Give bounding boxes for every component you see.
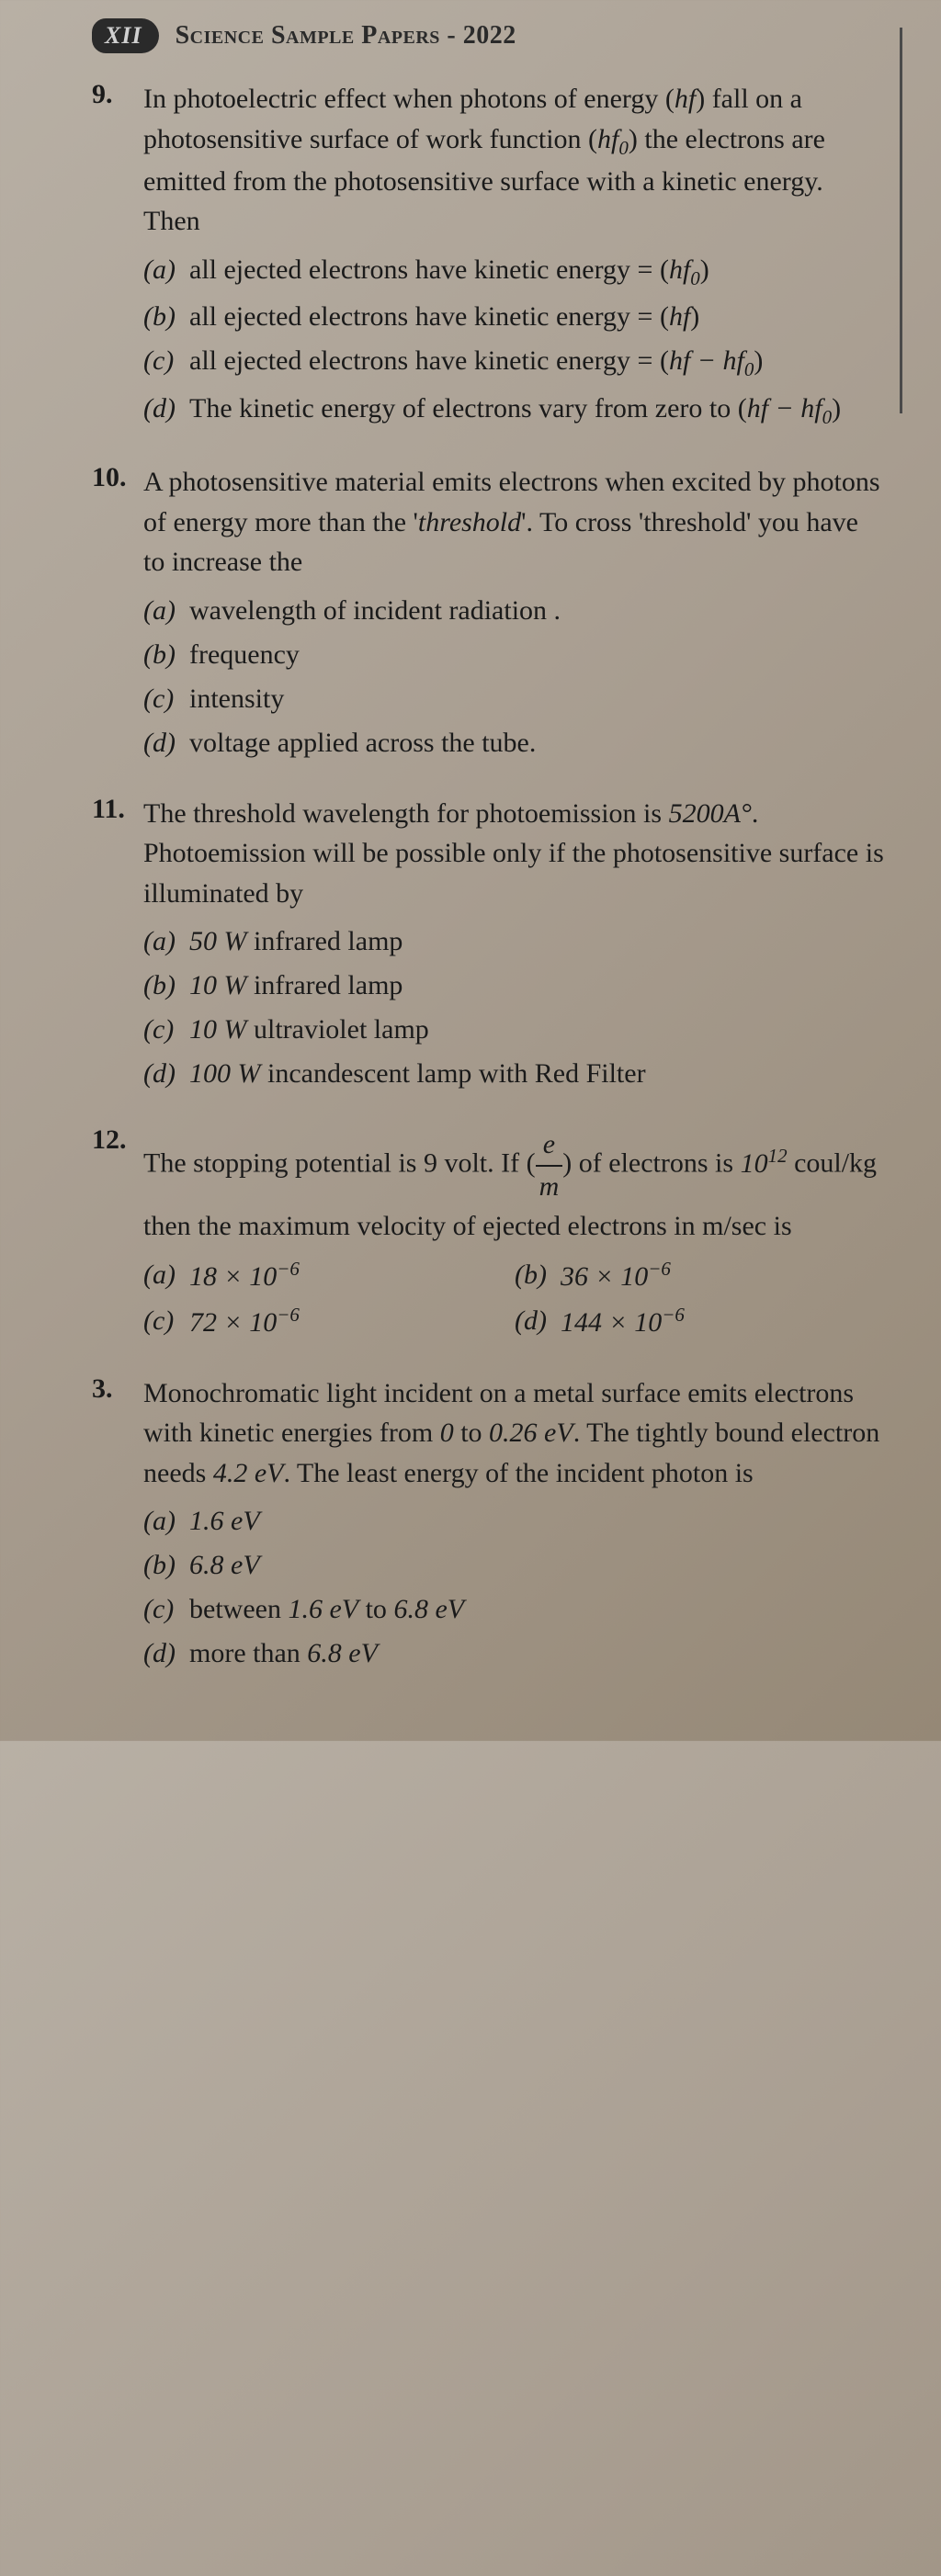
option-label: (c) [143,1011,189,1049]
option-text: between 1.6 eV to 6.8 eV [189,1590,886,1629]
option-text: 100 W incandescent lamp with Red Filter [189,1055,886,1093]
option-text: all ejected electrons have kinetic energ… [189,342,886,383]
option: (a)50 W infrared lamp [143,922,886,961]
questions-list: 9.In photoelectric effect when photons o… [92,79,886,1678]
option-text: wavelength of incident radiation . [189,592,886,630]
options-group: (a)1.6 eV(b)6.8 eV(c)between 1.6 eV to 6… [143,1502,886,1673]
option-text: 50 W infrared lamp [189,922,886,961]
options-group: (a)all ejected electrons have kinetic en… [143,251,886,431]
option-text: all ejected electrons have kinetic energ… [189,298,886,336]
option-text: 72 × 10−6 [189,1302,515,1342]
option: (c)between 1.6 eV to 6.8 eV [143,1590,886,1629]
page-divider [900,28,902,413]
option-label: (a) [143,1502,189,1541]
option: (a)1.6 eV [143,1502,886,1541]
option: (d)more than 6.8 eV [143,1634,886,1673]
question: 9.In photoelectric effect when photons o… [92,79,886,436]
option-text: more than 6.8 eV [189,1634,886,1673]
question-stem: A photosensitive material emits electron… [143,462,886,582]
option: (d)voltage applied across the tube. [143,724,886,763]
page-header: XII Science Sample Papers - 2022 [92,18,886,61]
question-number: 11. [92,794,143,1100]
option-label: (b) [515,1256,561,1296]
option: (c)72 × 10−6 [143,1302,515,1342]
option-label: (b) [143,1546,189,1585]
option-label: (c) [143,1590,189,1629]
option-label: (a) [143,251,189,292]
option-label: (c) [143,1302,189,1342]
option: (b)all ejected electrons have kinetic en… [143,298,886,336]
option: (c)intensity [143,680,886,718]
option-label: (d) [143,390,189,431]
option-text: 10 W infrared lamp [189,966,886,1005]
option-label: (d) [143,1055,189,1093]
option: (c)10 W ultraviolet lamp [143,1011,886,1049]
option-text: 36 × 10−6 [561,1256,886,1296]
option: (b)6.8 eV [143,1546,886,1585]
question-body: In photoelectric effect when photons of … [143,79,886,436]
option-label: (d) [515,1302,561,1342]
question: 3.Monochromatic light incident on a meta… [92,1373,886,1679]
option-text: 1.6 eV [189,1502,886,1541]
option-text: 144 × 10−6 [561,1302,886,1342]
option-text: 10 W ultraviolet lamp [189,1011,886,1049]
options-group: (a)18 × 10−6(b)36 × 10−6(c)72 × 10−6(d)1… [143,1256,886,1348]
option-text: 18 × 10−6 [189,1256,515,1296]
question-stem: The threshold wavelength for photoemissi… [143,794,886,914]
option-text: The kinetic energy of electrons vary fro… [189,390,886,431]
option-label: (b) [143,298,189,336]
option-label: (a) [143,1256,189,1296]
option: (b)10 W infrared lamp [143,966,886,1005]
question-stem: In photoelectric effect when photons of … [143,79,886,242]
option: (c)all ejected electrons have kinetic en… [143,342,886,383]
option: (a)all ejected electrons have kinetic en… [143,251,886,292]
option-label: (a) [143,922,189,961]
paper-title: Science Sample Papers - 2022 [176,21,516,51]
option: (a)18 × 10−6 [143,1256,515,1296]
option-label: (b) [143,636,189,674]
question-number: 9. [92,79,143,436]
option-text: 6.8 eV [189,1546,886,1585]
option-label: (c) [143,680,189,718]
option-text: frequency [189,636,886,674]
question-number: 12. [92,1124,143,1348]
option-text: intensity [189,680,886,718]
option-text: voltage applied across the tube. [189,724,886,763]
option: (a)wavelength of incident radiation . [143,592,886,630]
option: (b)36 × 10−6 [515,1256,886,1296]
option-label: (d) [143,1634,189,1673]
option: (d)The kinetic energy of electrons vary … [143,390,886,431]
class-badge: XII [92,18,159,53]
option: (d)100 W incandescent lamp with Red Filt… [143,1055,886,1093]
option: (b)frequency [143,636,886,674]
option-label: (d) [143,724,189,763]
question-body: Monochromatic light incident on a metal … [143,1373,886,1679]
question-body: A photosensitive material emits electron… [143,462,886,768]
question-number: 3. [92,1373,143,1679]
question: 11.The threshold wavelength for photoemi… [92,794,886,1100]
question-body: The threshold wavelength for photoemissi… [143,794,886,1100]
options-group: (a)50 W infrared lamp(b)10 W infrared la… [143,922,886,1093]
option: (d)144 × 10−6 [515,1302,886,1342]
option-label: (a) [143,592,189,630]
question: 10.A photosensitive material emits elect… [92,462,886,768]
question-stem: Monochromatic light incident on a metal … [143,1373,886,1494]
question-stem: The stopping potential is 9 volt. If (em… [143,1124,886,1247]
option-label: (b) [143,966,189,1005]
option-label: (c) [143,342,189,383]
options-group: (a)wavelength of incident radiation .(b)… [143,592,886,763]
question-number: 10. [92,462,143,768]
option-text: all ejected electrons have kinetic energ… [189,251,886,292]
question-body: The stopping potential is 9 volt. If (em… [143,1124,886,1348]
question: 12.The stopping potential is 9 volt. If … [92,1124,886,1348]
